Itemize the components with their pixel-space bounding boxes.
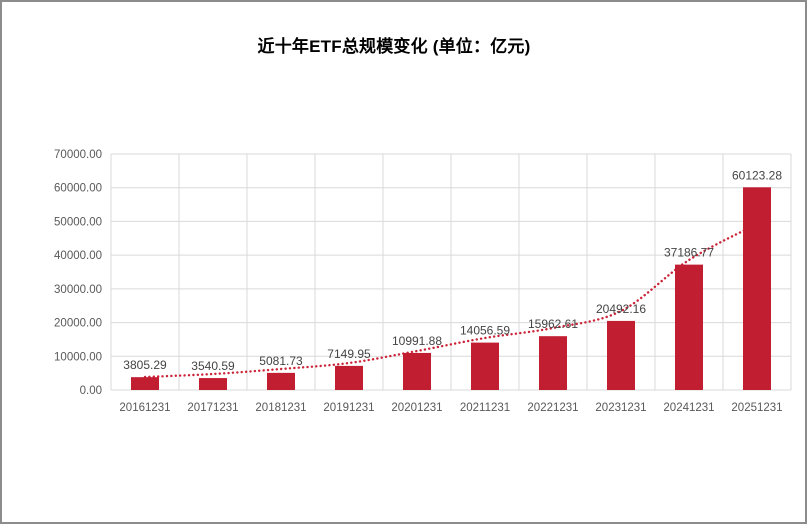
bar xyxy=(471,342,499,390)
x-axis-tick-label: 20171231 xyxy=(187,402,238,414)
x-axis-tick-label: 20181231 xyxy=(255,402,306,414)
bar xyxy=(539,336,567,390)
x-axis-tick-label: 20161231 xyxy=(119,402,170,414)
x-axis-tick-label: 20221231 xyxy=(527,402,578,414)
y-axis-tick-label: 20000.00 xyxy=(54,318,102,330)
bar xyxy=(403,352,431,390)
bar-value-label: 14056.59 xyxy=(460,324,510,338)
chart-title: 近十年ETF总规模变化 (单位：亿元) xyxy=(2,32,786,57)
bar-value-label: 15962.61 xyxy=(528,317,578,331)
x-axis-tick-label: 20201231 xyxy=(391,402,442,414)
bar xyxy=(335,365,363,390)
bar xyxy=(199,378,227,390)
bar xyxy=(267,372,295,390)
bar-value-label: 3540.59 xyxy=(191,359,235,373)
y-axis-tick-label: 60000.00 xyxy=(54,183,102,195)
y-axis-tick-label: 10000.00 xyxy=(54,351,102,363)
x-axis-tick-label: 20231231 xyxy=(595,402,646,414)
bar xyxy=(131,377,159,390)
bar xyxy=(743,187,771,390)
bar-value-label: 5081.73 xyxy=(259,354,303,368)
x-axis-tick-label: 20191231 xyxy=(323,402,374,414)
y-axis-tick-label: 70000.00 xyxy=(54,149,102,161)
bar-value-label: 20492.16 xyxy=(596,302,646,316)
bar-value-label: 60123.28 xyxy=(732,168,782,182)
chart-title-unit: (单位：亿元) xyxy=(427,37,531,56)
bar-value-label: 10991.88 xyxy=(392,334,442,348)
bar xyxy=(607,320,635,390)
y-axis-tick-label: 50000.00 xyxy=(54,216,102,228)
trend-line xyxy=(143,222,759,379)
bar-value-label: 7149.95 xyxy=(327,347,371,361)
chart-title-main: 近十年ETF总规模变化 xyxy=(257,37,428,56)
x-axis-tick-label: 20211231 xyxy=(460,402,510,414)
bar-value-label: 37186.77 xyxy=(664,246,714,260)
y-axis-tick-label: 30000.00 xyxy=(54,284,102,296)
y-axis-tick-label: 0.00 xyxy=(80,385,102,397)
x-axis-tick-label: 20241231 xyxy=(663,402,714,414)
x-axis-tick-label: 20251231 xyxy=(731,402,782,414)
y-axis-tick-label: 40000.00 xyxy=(54,250,102,262)
bar xyxy=(675,264,703,390)
bar-value-label: 3805.29 xyxy=(123,358,167,372)
